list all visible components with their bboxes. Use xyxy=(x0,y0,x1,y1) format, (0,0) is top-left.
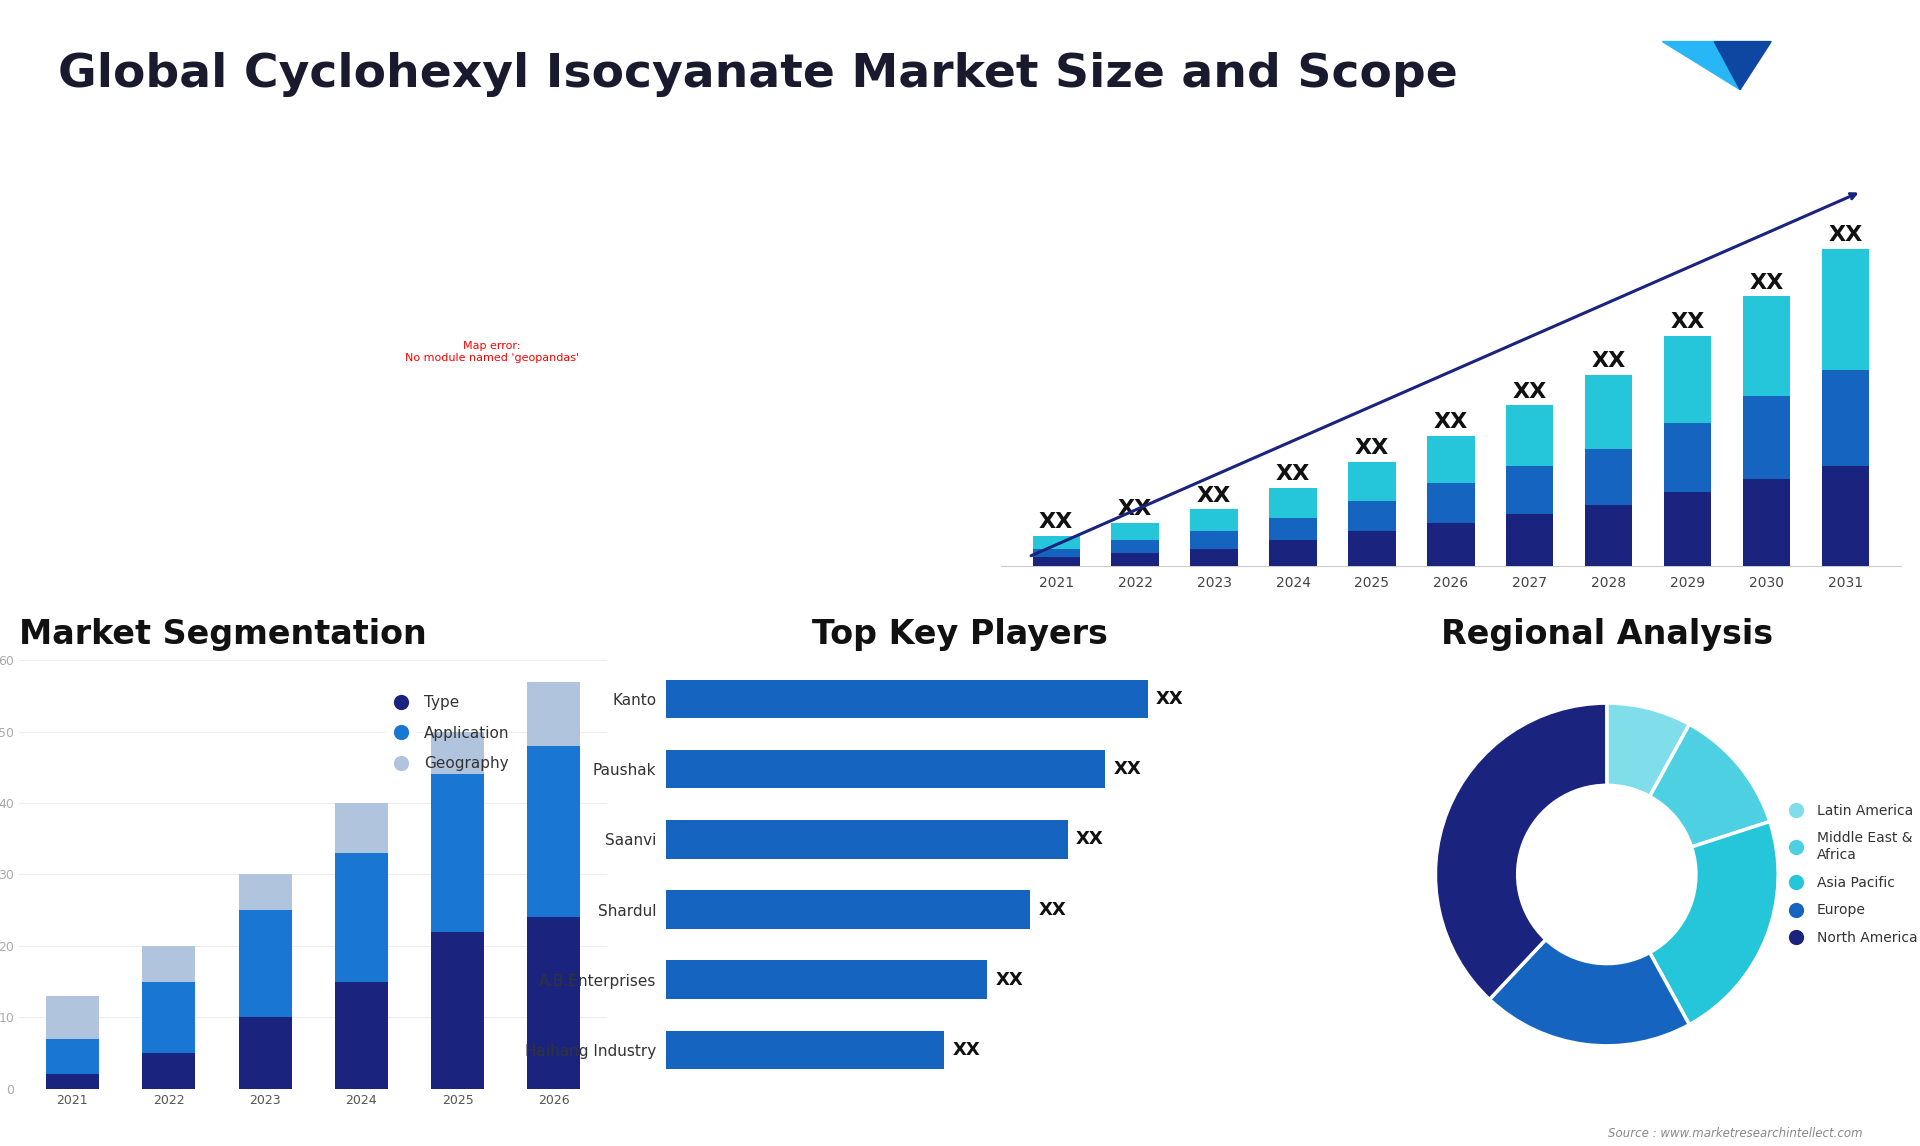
Bar xyxy=(1665,336,1711,423)
Bar xyxy=(1348,532,1396,566)
Wedge shape xyxy=(1436,704,1607,999)
Text: Market Segmentation: Market Segmentation xyxy=(19,618,426,651)
Wedge shape xyxy=(1490,940,1690,1046)
Bar xyxy=(238,910,292,1018)
Bar xyxy=(1586,375,1632,448)
Text: INTELLECT: INTELLECT xyxy=(1784,93,1851,103)
Bar xyxy=(1427,484,1475,523)
Bar xyxy=(1112,552,1160,566)
Bar xyxy=(666,821,1068,858)
Bar xyxy=(666,1030,945,1069)
Text: XX: XX xyxy=(1039,901,1066,919)
Text: XX: XX xyxy=(1828,225,1862,245)
Bar xyxy=(1269,540,1317,566)
Text: Map error:
No module named 'geopandas': Map error: No module named 'geopandas' xyxy=(405,342,578,362)
Bar xyxy=(1586,505,1632,566)
Bar xyxy=(666,960,987,999)
Text: XX: XX xyxy=(1117,499,1152,519)
Bar xyxy=(1269,518,1317,540)
Text: XX: XX xyxy=(952,1041,981,1059)
Bar xyxy=(1190,510,1238,532)
Bar xyxy=(1505,466,1553,513)
Wedge shape xyxy=(1649,724,1770,847)
Bar xyxy=(238,1018,292,1089)
Text: XX: XX xyxy=(1156,690,1185,708)
Bar xyxy=(1743,397,1789,479)
Bar xyxy=(528,682,580,746)
Bar xyxy=(528,917,580,1089)
Bar xyxy=(1743,297,1789,397)
Bar xyxy=(1665,423,1711,492)
Text: XX: XX xyxy=(1592,351,1626,371)
Text: XX: XX xyxy=(1749,273,1784,293)
Bar xyxy=(1822,466,1870,566)
Bar xyxy=(1505,406,1553,466)
Text: XX: XX xyxy=(1513,382,1548,401)
Bar xyxy=(1505,513,1553,566)
Text: RESEARCH: RESEARCH xyxy=(1784,72,1851,83)
Bar xyxy=(238,874,292,910)
Title: Regional Analysis: Regional Analysis xyxy=(1440,618,1772,651)
Bar xyxy=(1190,549,1238,566)
Bar xyxy=(142,982,196,1053)
Wedge shape xyxy=(1649,822,1778,1025)
Bar xyxy=(432,731,484,775)
Polygon shape xyxy=(1663,41,1740,89)
Text: XX: XX xyxy=(1196,486,1231,507)
Title: Top Key Players: Top Key Players xyxy=(812,618,1108,651)
Bar xyxy=(1586,448,1632,505)
Bar xyxy=(1348,462,1396,501)
Bar xyxy=(1033,549,1079,557)
Bar xyxy=(334,982,388,1089)
Bar xyxy=(334,803,388,853)
Bar xyxy=(46,1038,100,1075)
Text: XX: XX xyxy=(1039,512,1073,532)
Legend: Latin America, Middle East &
Africa, Asia Pacific, Europe, North America: Latin America, Middle East & Africa, Asi… xyxy=(1776,798,1920,951)
Bar xyxy=(1822,370,1870,466)
Text: XX: XX xyxy=(995,971,1023,989)
Bar xyxy=(1743,479,1789,566)
Bar xyxy=(1427,435,1475,484)
Text: XX: XX xyxy=(1277,464,1309,485)
Bar xyxy=(1190,532,1238,549)
Text: XX: XX xyxy=(1114,760,1140,778)
Bar xyxy=(46,1075,100,1089)
Text: XX: XX xyxy=(1075,831,1104,848)
Bar xyxy=(666,749,1106,788)
Bar xyxy=(1665,492,1711,566)
Bar xyxy=(1427,523,1475,566)
Wedge shape xyxy=(1607,704,1690,796)
Legend: Type, Application, Geography: Type, Application, Geography xyxy=(380,689,516,777)
Bar xyxy=(334,853,388,982)
Bar xyxy=(142,1053,196,1089)
Text: Source : www.marketresearchintellect.com: Source : www.marketresearchintellect.com xyxy=(1607,1128,1862,1140)
Text: XX: XX xyxy=(1670,312,1705,332)
Text: XX: XX xyxy=(1356,438,1388,458)
Bar xyxy=(1112,523,1160,540)
Bar xyxy=(1348,501,1396,532)
Bar xyxy=(528,746,580,917)
Bar xyxy=(666,680,1148,719)
Bar xyxy=(142,945,196,982)
Text: XX: XX xyxy=(1434,413,1469,432)
Bar xyxy=(1112,540,1160,552)
Text: Global Cyclohexyl Isocyanate Market Size and Scope: Global Cyclohexyl Isocyanate Market Size… xyxy=(58,52,1457,96)
Bar xyxy=(666,890,1031,929)
Bar xyxy=(1033,557,1079,566)
Polygon shape xyxy=(1715,41,1770,89)
Bar xyxy=(46,996,100,1038)
Bar xyxy=(1822,249,1870,370)
Bar xyxy=(432,775,484,932)
Bar xyxy=(432,932,484,1089)
Text: MARKET: MARKET xyxy=(1784,53,1836,62)
Bar xyxy=(1033,535,1079,549)
Bar xyxy=(1269,488,1317,518)
